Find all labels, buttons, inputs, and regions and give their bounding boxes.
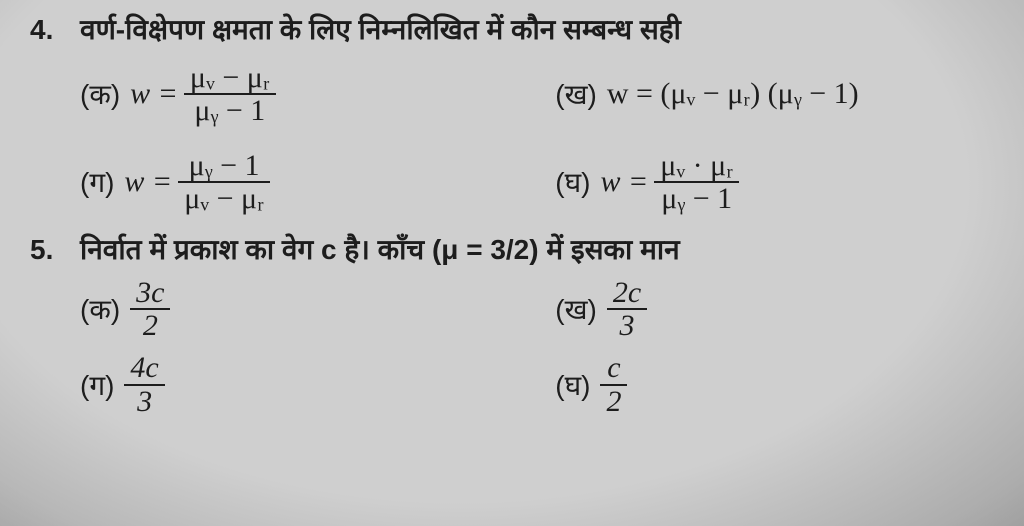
q4-number: 4. (30, 14, 80, 46)
fraction-denominator: μᵥ − μᵣ (178, 183, 270, 215)
q5-opt-c: (ग) 4c 3 (80, 352, 555, 417)
fraction-denominator: 2 (137, 310, 164, 342)
fraction-icon: 3c 2 (130, 277, 170, 342)
fraction-icon: μᵧ − 1 μᵥ − μᵣ (178, 150, 270, 215)
q4-opt-a-label: (क) (80, 75, 120, 113)
q5-opt-c-label: (ग) (80, 366, 114, 404)
q4-opt-d-lhs: w = (600, 165, 648, 199)
fraction-numerator: μᵥ · μᵣ (654, 150, 739, 182)
q5-options-row2: (ग) 4c 3 (घ) c 2 (30, 352, 994, 417)
q5-opt-b-label: (ख) (555, 290, 597, 328)
fraction-icon: 4c 3 (124, 352, 164, 417)
fraction-denominator: μᵧ − 1 (188, 95, 271, 127)
fraction-numerator: 2c (607, 277, 647, 309)
q4-opt-b-expr: w = (μᵥ − μᵣ) (μᵧ − 1) (607, 77, 859, 111)
q4-opt-a-eq: w = μᵥ − μᵣ μᵧ − 1 (130, 62, 276, 127)
q5-text: निर्वात में प्रकाश का वेग c है। काँच (μ … (80, 230, 680, 268)
q4-opt-d-label: (घ) (555, 163, 590, 201)
fraction-icon: μᵥ · μᵣ μᵧ − 1 (654, 150, 739, 215)
fraction-icon: μᵥ − μᵣ μᵧ − 1 (184, 62, 276, 127)
q4-options-row2: (ग) w = μᵧ − 1 μᵥ − μᵣ (घ) w = μᵥ · μᵣ μ… (30, 142, 994, 222)
fraction-icon: 2c 3 (607, 277, 647, 342)
q5-opt-c-eq: 4c 3 (124, 352, 164, 417)
q5-options-row1: (क) 3c 2 (ख) 2c 3 (30, 274, 994, 344)
q4-options-row1: (क) w = μᵥ − μᵣ μᵧ − 1 (ख) w = (μᵥ − μᵣ)… (30, 54, 994, 134)
fraction-numerator: μᵥ − μᵣ (184, 62, 276, 94)
fraction-numerator: c (601, 352, 626, 384)
q4-opt-c-eq: w = μᵧ − 1 μᵥ − μᵣ (124, 150, 270, 215)
q5-opt-a-label: (क) (80, 290, 120, 328)
q4-opt-b: (ख) w = (μᵥ − μᵣ) (μᵧ − 1) (555, 75, 994, 113)
q4-opt-d-eq: w = μᵥ · μᵣ μᵧ − 1 (600, 150, 739, 215)
fraction-denominator: μᵧ − 1 (655, 183, 738, 215)
fraction-denominator: 3 (131, 386, 158, 418)
q5-opt-d: (घ) c 2 (555, 352, 994, 417)
fraction-numerator: 4c (124, 352, 164, 384)
q5-opt-b-eq: 2c 3 (607, 277, 647, 342)
q4-opt-a-lhs: w = (130, 77, 178, 111)
q5-opt-d-eq: c 2 (600, 352, 627, 417)
q4-opt-d: (घ) w = μᵥ · μᵣ μᵧ − 1 (555, 150, 994, 215)
q5-opt-b: (ख) 2c 3 (555, 277, 994, 342)
q5-number: 5. (30, 234, 80, 266)
q5-line: 5. निर्वात में प्रकाश का वेग c है। काँच … (30, 230, 994, 268)
q5-opt-a-eq: 3c 2 (130, 277, 170, 342)
fraction-numerator: μᵧ − 1 (183, 150, 266, 182)
q4-opt-c-lhs: w = (124, 165, 172, 199)
fraction-numerator: 3c (130, 277, 170, 309)
q5-opt-a: (क) 3c 2 (80, 277, 555, 342)
fraction-denominator: 2 (600, 386, 627, 418)
q4-opt-c: (ग) w = μᵧ − 1 μᵥ − μᵣ (80, 150, 555, 215)
q4-opt-c-label: (ग) (80, 163, 114, 201)
q4-line: 4. वर्ण-विक्षेपण क्षमता के लिए निम्नलिखि… (30, 10, 994, 48)
q4-opt-b-label: (ख) (555, 75, 597, 113)
q5-opt-d-label: (घ) (555, 366, 590, 404)
exam-page: 4. वर्ण-विक्षेपण क्षमता के लिए निम्नलिखि… (0, 0, 1024, 526)
q4-opt-a: (क) w = μᵥ − μᵣ μᵧ − 1 (80, 62, 555, 127)
fraction-denominator: 3 (613, 310, 640, 342)
q4-text: वर्ण-विक्षेपण क्षमता के लिए निम्नलिखित म… (80, 10, 681, 48)
fraction-icon: c 2 (600, 352, 627, 417)
